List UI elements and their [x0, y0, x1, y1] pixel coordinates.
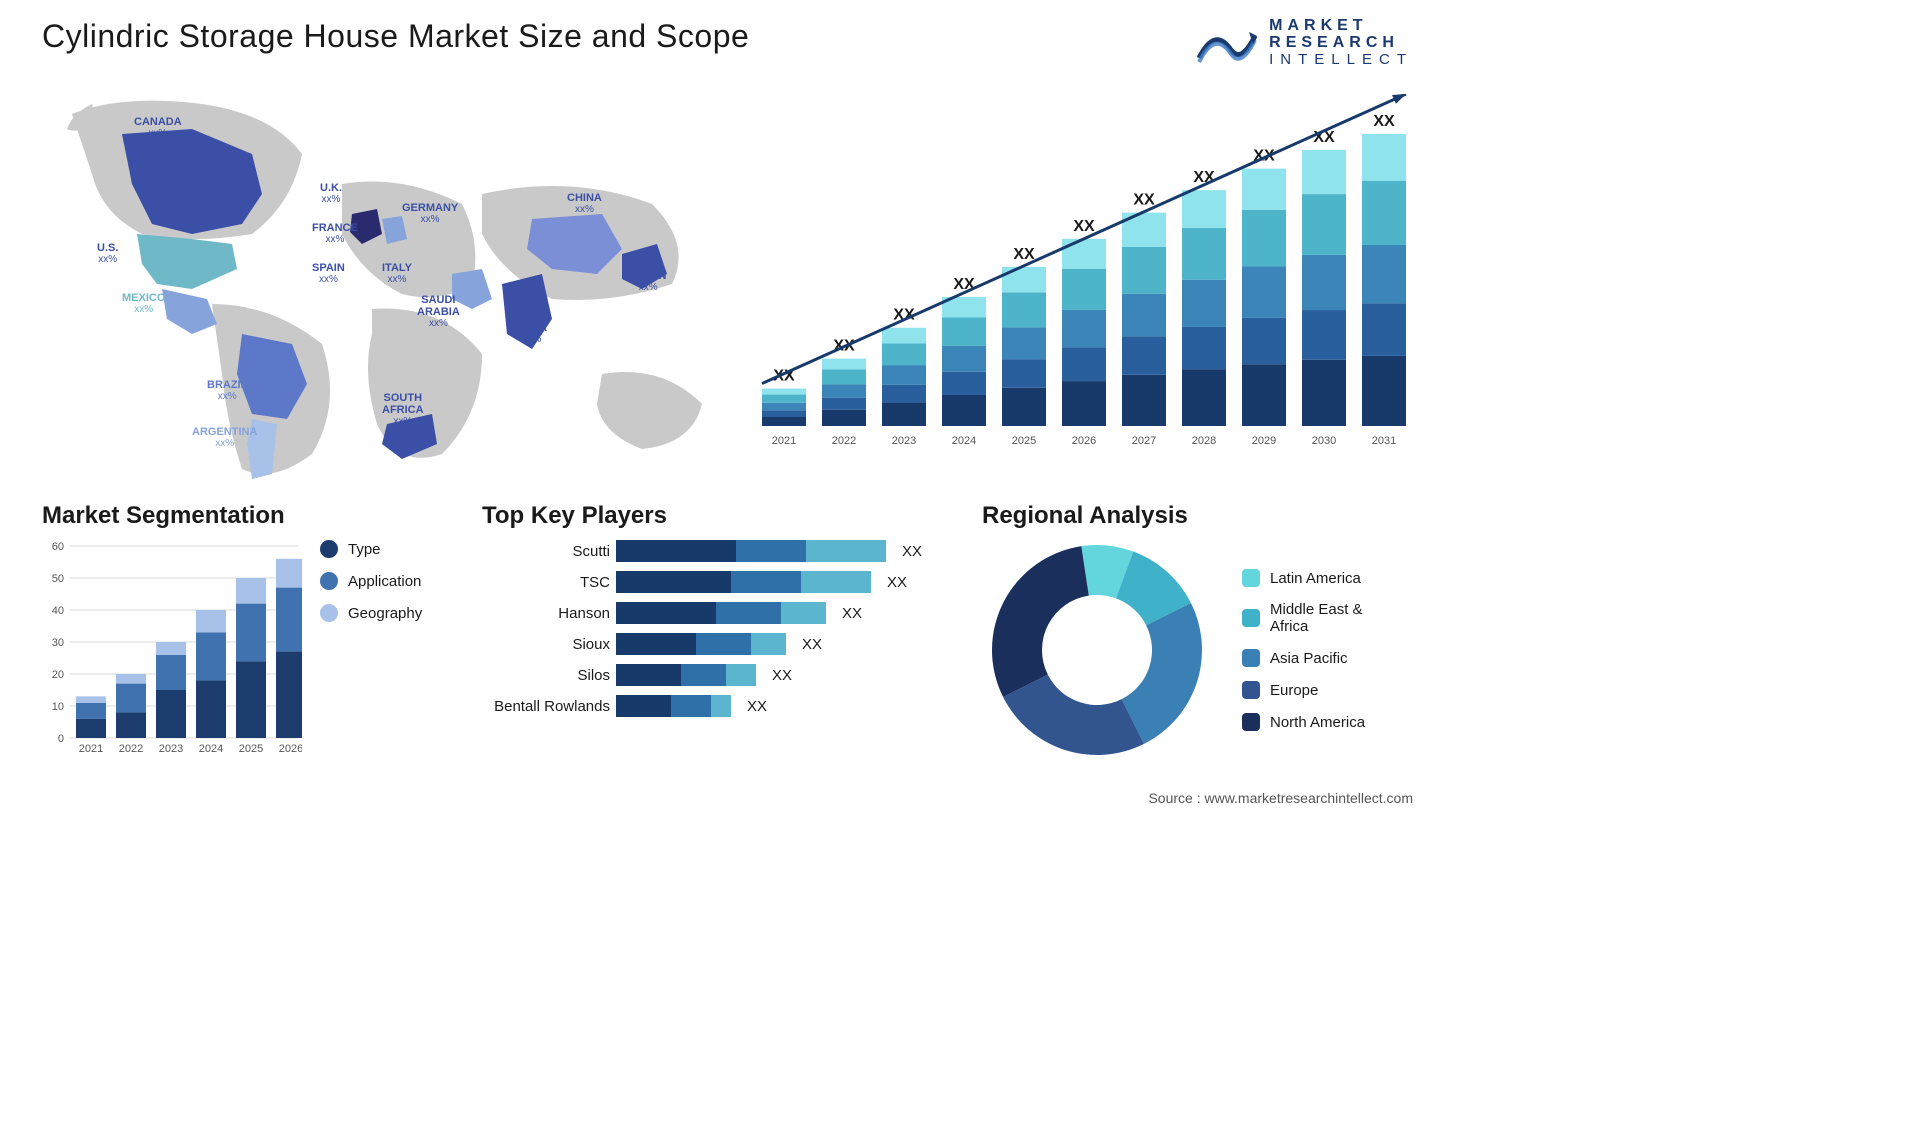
map-label: JAPANxx% [630, 270, 666, 293]
svg-text:2025: 2025 [239, 743, 263, 755]
player-row: ScuttiXX [482, 540, 942, 562]
segmentation-legend: Type Application Geography [320, 540, 422, 622]
regional-donut-chart [982, 540, 1212, 760]
player-row: Bentall RowlandsXX [482, 695, 942, 717]
map-label: ITALYxx% [382, 262, 412, 285]
regional-panel: Regional Analysis Latin America Middle Ea… [982, 502, 1413, 760]
svg-text:2026: 2026 [279, 743, 302, 755]
segmentation-stacked-bar-chart: 0 10 20 30 40 50 60 2021 2022 2023 2024 2025 2026 [42, 540, 302, 760]
map-label: CHINAxx% [567, 192, 602, 215]
svg-text:2030: 2030 [1312, 435, 1336, 447]
legend-item: Type [320, 540, 422, 558]
svg-text:40: 40 [52, 605, 64, 617]
map-label: BRAZILxx% [207, 379, 247, 402]
svg-text:XX: XX [1073, 218, 1095, 235]
players-title: Top Key Players [482, 502, 942, 530]
regional-legend: Latin America Middle East &Africa Asia Pac… [1242, 569, 1365, 731]
map-label: GERMANYxx% [402, 202, 458, 225]
player-row: SilosXX [482, 664, 942, 686]
page-title: Cylindric Storage House Market Size and … [42, 18, 749, 55]
world-map-panel: CANADAxx% U.S.xx% MEXICOxx% BRAZILxx% ARGENT… [42, 74, 732, 494]
map-label: CANADAxx% [134, 116, 182, 139]
logo-line2: RESEARCH [1269, 35, 1413, 52]
legend-item: Asia Pacific [1242, 649, 1365, 667]
svg-text:2024: 2024 [952, 435, 976, 447]
map-label: U.K.xx% [320, 182, 342, 205]
logo-line3: INTELLECT [1269, 52, 1413, 68]
svg-text:20: 20 [52, 669, 64, 681]
svg-text:10: 10 [52, 701, 64, 713]
svg-text:50: 50 [52, 573, 64, 585]
svg-text:XX: XX [1013, 246, 1035, 263]
player-row: TSCXX [482, 571, 942, 593]
legend-item: North America [1242, 713, 1365, 731]
map-label: INDIAxx% [517, 322, 547, 345]
map-label: ARGENTINAxx% [192, 426, 257, 449]
legend-item: Europe [1242, 681, 1365, 699]
legend-item: Geography [320, 604, 422, 622]
legend-item: Middle East &Africa [1242, 601, 1365, 635]
svg-text:60: 60 [52, 541, 64, 553]
svg-text:2022: 2022 [119, 743, 143, 755]
players-horizontal-bar-chart: ScuttiXX TSCXX HansonXX SiouxXX SilosXX Benta… [482, 540, 942, 717]
map-label: MEXICOxx% [122, 292, 165, 315]
map-label: SPAINxx% [312, 262, 345, 285]
legend-item: Application [320, 572, 422, 590]
brand-logo: MARKET RESEARCH INTELLECT [1197, 18, 1413, 68]
svg-text:2027: 2027 [1132, 435, 1156, 447]
segmentation-title: Market Segmentation [42, 502, 442, 530]
growth-chart-panel: 2021XX2022XX2023XX2024XX2025XX2026XX2027… [752, 74, 1432, 494]
svg-text:2026: 2026 [1072, 435, 1096, 447]
growth-stacked-bar-chart: 2021XX2022XX2023XX2024XX2025XX2026XX2027… [752, 94, 1432, 474]
player-row: HansonXX [482, 602, 942, 624]
svg-text:2022: 2022 [832, 435, 856, 447]
svg-text:2028: 2028 [1192, 435, 1216, 447]
player-row: SiouxXX [482, 633, 942, 655]
legend-item: Latin America [1242, 569, 1365, 587]
svg-text:2023: 2023 [159, 743, 183, 755]
svg-text:2031: 2031 [1372, 435, 1396, 447]
svg-text:XX: XX [1133, 192, 1155, 209]
map-label: FRANCExx% [312, 222, 358, 245]
map-label: SAUDIARABIAxx% [417, 294, 460, 329]
svg-text:2021: 2021 [79, 743, 103, 755]
svg-text:2021: 2021 [772, 435, 796, 447]
svg-text:2025: 2025 [1012, 435, 1036, 447]
segmentation-panel: Market Segmentation 0 10 20 30 40 50 60 2021 202… [42, 502, 442, 760]
players-panel: Top Key Players ScuttiXX TSCXX HansonXX Sio… [482, 502, 942, 760]
svg-text:XX: XX [1373, 113, 1395, 130]
map-label: U.S.xx% [97, 242, 118, 265]
logo-line1: MARKET [1269, 18, 1413, 35]
svg-text:0: 0 [58, 733, 64, 745]
logo-mark-icon [1197, 18, 1257, 68]
svg-text:2024: 2024 [199, 743, 223, 755]
svg-text:30: 30 [52, 637, 64, 649]
svg-text:2023: 2023 [892, 435, 916, 447]
regional-title: Regional Analysis [982, 502, 1413, 530]
source-attribution: Source : www.marketresearchintellect.com [1148, 790, 1413, 806]
svg-text:2029: 2029 [1252, 435, 1276, 447]
map-label: SOUTHAFRICAxx% [382, 392, 424, 427]
